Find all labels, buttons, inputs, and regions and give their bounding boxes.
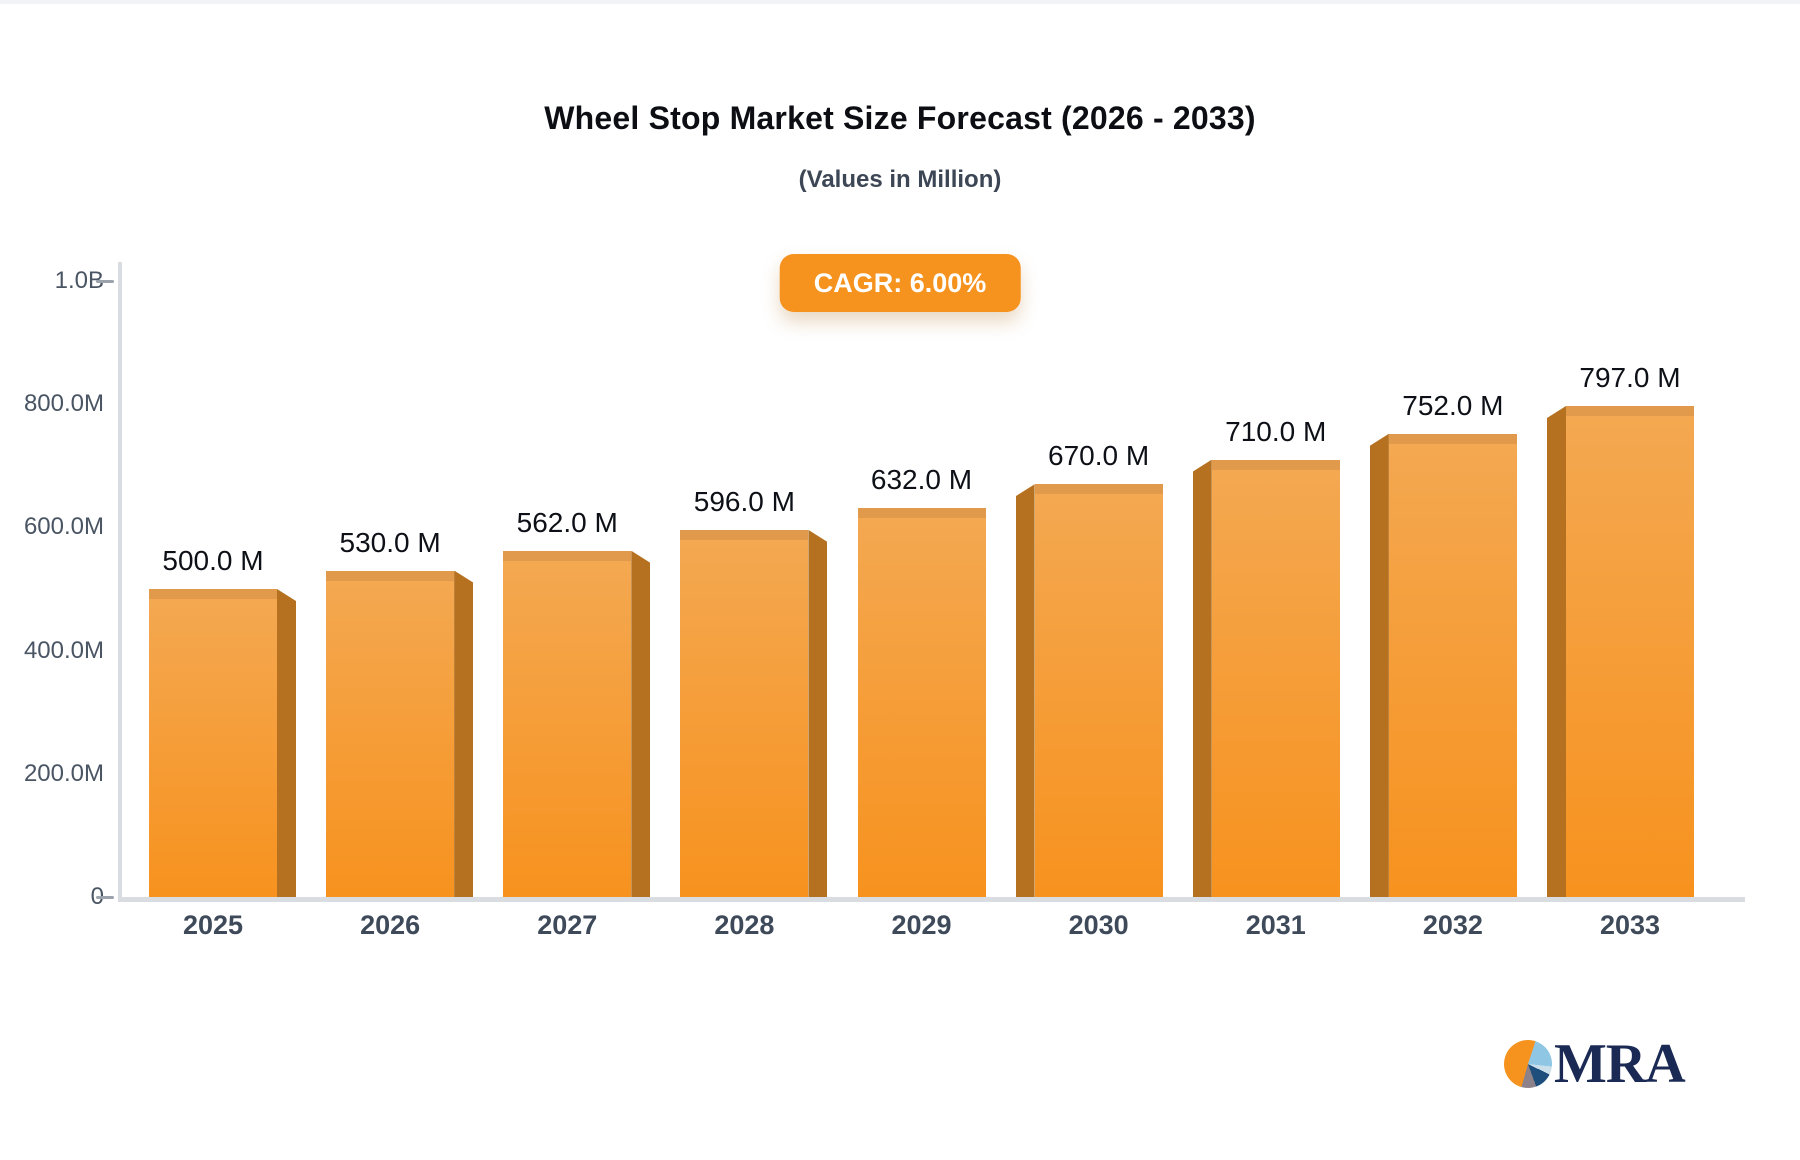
bar-2026[interactable] <box>326 580 455 897</box>
cagr-badge: CAGR: 6.00% <box>779 254 1021 312</box>
logo-text: MRA <box>1554 1033 1686 1095</box>
y-axis-label: 800.0M <box>23 390 104 418</box>
bar-side <box>277 589 296 897</box>
bar-value-label: 752.0 M <box>1402 389 1504 421</box>
bar-value-label: 632.0 M <box>870 463 973 495</box>
y-axis-label: 0 <box>0 883 104 911</box>
bar-top <box>1034 484 1163 495</box>
x-axis-label: 2030 <box>1068 910 1129 940</box>
bar-top <box>1211 459 1340 470</box>
bar-value-label: 797.0 M <box>1579 362 1681 394</box>
bar-2033[interactable] <box>1566 416 1694 897</box>
y-axis-label: 400.0M <box>23 636 104 664</box>
bar-value-label: 596.0 M <box>693 485 795 517</box>
bar-side <box>631 550 651 897</box>
bar-2031[interactable] <box>1211 469 1340 897</box>
y-axis-label: 200.0M <box>23 759 104 787</box>
bar-top <box>857 507 986 518</box>
x-axis-label: 2033 <box>1599 910 1661 940</box>
bar-value-label: 530.0 M <box>339 526 441 558</box>
bar-2028[interactable] <box>680 539 809 897</box>
chart-title: Wheel Stop Market Size Forecast (2026 - … <box>544 100 1256 136</box>
bar-top <box>1566 406 1694 417</box>
bar-value-label: 710.0 M <box>1225 415 1327 447</box>
x-axis-label: 2028 <box>714 910 775 940</box>
bar-2029[interactable] <box>857 517 986 897</box>
bar-2030[interactable] <box>1034 494 1163 897</box>
bar-2027[interactable] <box>503 560 632 897</box>
bar-top <box>1388 433 1517 444</box>
y-axis-tick <box>96 280 114 283</box>
mra-logo: MRA <box>1504 1033 1686 1095</box>
bar-side <box>808 529 828 897</box>
bar-top <box>503 550 632 561</box>
x-axis-label: 2025 <box>182 910 244 940</box>
x-axis-label: 2031 <box>1245 910 1306 940</box>
bar-side <box>1547 406 1566 897</box>
x-axis-line <box>118 897 1745 902</box>
bar-value-label: 500.0 M <box>162 545 264 576</box>
bar-value-label: 562.0 M <box>516 506 618 538</box>
y-axis-label: 1.0B <box>54 267 104 294</box>
bar-side <box>1192 459 1212 897</box>
y-axis-line <box>118 262 122 901</box>
bar-side <box>1015 484 1035 897</box>
bar-2025[interactable] <box>149 599 277 897</box>
bar-side <box>1369 433 1389 897</box>
bar-chart: 1.0B 800.0M 600.0M 400.0M 200.0M 0 500.0 M 2025… <box>0 4 1800 1160</box>
pie-chart-logo-icon <box>1504 1040 1552 1088</box>
bar-top <box>680 529 809 540</box>
x-axis-label: 2032 <box>1422 910 1483 940</box>
bar-top <box>149 589 277 599</box>
bar-value-label: 670.0 M <box>1048 440 1150 472</box>
bar-2032[interactable] <box>1388 443 1517 897</box>
bar-top <box>326 570 455 581</box>
x-axis-label: 2027 <box>537 910 598 940</box>
y-axis-label: 600.0M <box>23 513 104 541</box>
bar-side <box>454 570 474 897</box>
x-axis-label: 2029 <box>891 910 952 940</box>
x-axis-label: 2026 <box>360 910 421 940</box>
chart-subtitle: (Values in Million) <box>798 166 1002 193</box>
y-axis-tick <box>96 896 114 899</box>
